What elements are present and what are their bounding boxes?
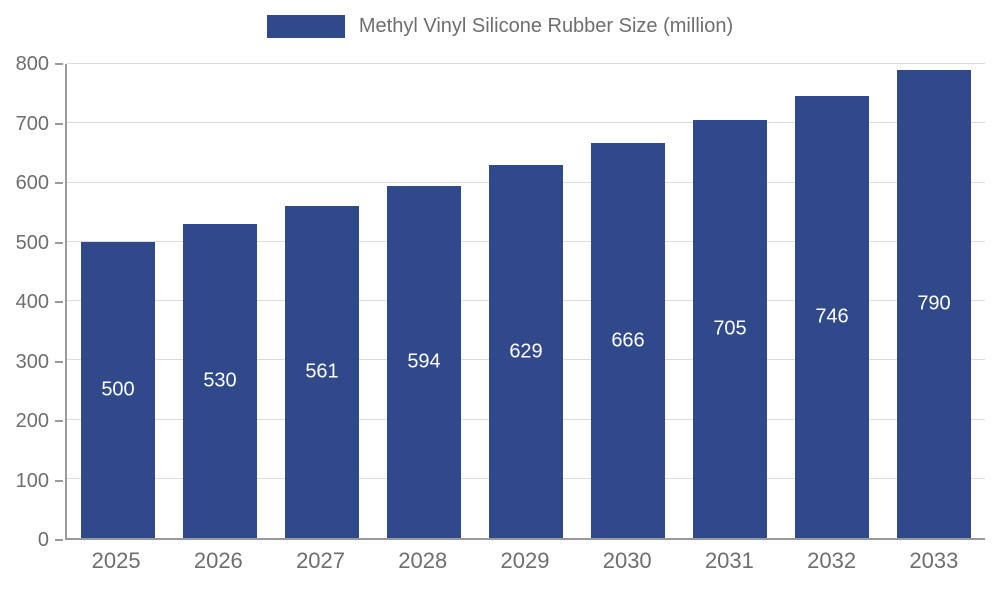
x-axis-tick-label: 2029: [500, 548, 550, 573]
y-axis-tick-label: 700: [15, 112, 49, 135]
y-axis-tick-mark: [55, 479, 63, 482]
bar-2032: 746: [795, 96, 869, 538]
y-axis-tick-label: 800: [15, 53, 49, 75]
y-axis-tick-label: 0: [37, 529, 49, 551]
y-axis-tick-label: 200: [15, 410, 49, 432]
y-axis-tick-label: 300: [15, 350, 49, 373]
bar-slot: 594: [373, 64, 475, 538]
y-axis-tick-label: 400: [15, 291, 49, 313]
bar-value-label: 790: [917, 292, 951, 315]
bar-2031: 705: [693, 120, 767, 538]
x-axis-tick-label: 2033: [909, 548, 959, 573]
bar-value-label: 561: [305, 360, 339, 383]
bar-value-label: 594: [407, 350, 441, 373]
bar-value-label: 666: [611, 329, 645, 352]
y-axis-tick-mark: [55, 122, 63, 125]
bar-value-label: 629: [509, 340, 543, 363]
x-axis-tick-label: 2030: [602, 548, 652, 573]
y-axis-tick-mark: [55, 63, 63, 65]
bar-2029: 629: [489, 165, 563, 538]
bar-slot: 705: [679, 64, 781, 538]
y-axis-tick-label: 600: [15, 172, 49, 194]
x-axis-tick-label: 2026: [193, 548, 243, 573]
bar-2026: 530: [183, 223, 257, 538]
x-axis-tick-label: 2028: [398, 548, 448, 573]
y-axis-tick-mark: [55, 241, 63, 244]
bar-value-label: 500: [101, 378, 135, 401]
y-axis-tick-mark: [55, 182, 63, 184]
y-axis: 0 100 200 300 400 500 600 700 800: [0, 54, 63, 550]
y-axis-tick-mark: [55, 420, 63, 422]
chart-legend: Methyl Vinyl Silicone Rubber Size (milli…: [0, 12, 1000, 40]
legend-swatch: [266, 14, 345, 38]
bar-2033: 790: [897, 69, 971, 538]
bar-slot: 530: [169, 64, 271, 538]
bar-value-label: 746: [815, 305, 849, 328]
y-axis-tick-label: 100: [15, 469, 49, 492]
y-axis-tick-label: 500: [15, 231, 49, 254]
x-axis-tick-label: 2027: [296, 548, 346, 573]
legend-label: Methyl Vinyl Silicone Rubber Size (milli…: [358, 14, 734, 37]
bar-slot: 500: [67, 64, 169, 538]
bar-slot: 629: [475, 64, 577, 538]
bar-value-label: 705: [713, 317, 747, 340]
bar-2027: 561: [285, 205, 359, 538]
bar-slot: 666: [577, 64, 679, 538]
plot-area: 500 530 561 594 629 666 705 746 790: [65, 63, 985, 540]
y-axis-tick-mark: [55, 539, 63, 541]
bar-value-label: 530: [203, 369, 237, 392]
x-axis-tick-label: 2025: [91, 548, 141, 573]
bar-slot: 746: [781, 64, 883, 538]
x-axis-tick-label: 2031: [704, 548, 754, 573]
y-axis-tick-mark: [55, 360, 63, 363]
bar-2030: 666: [591, 143, 665, 538]
y-axis-tick-mark: [55, 301, 63, 303]
bar-2028: 594: [387, 186, 461, 538]
bar-2025: 500: [81, 241, 155, 538]
bar-slot: 790: [883, 64, 985, 538]
x-axis-tick-label: 2032: [807, 548, 857, 573]
x-axis: 2025 2026 2027 2028 2029 2030 2031 2032 2033: [65, 548, 985, 574]
bars-row: 500 530 561 594 629 666 705 746 790: [67, 64, 985, 538]
bar-slot: 561: [271, 64, 373, 538]
